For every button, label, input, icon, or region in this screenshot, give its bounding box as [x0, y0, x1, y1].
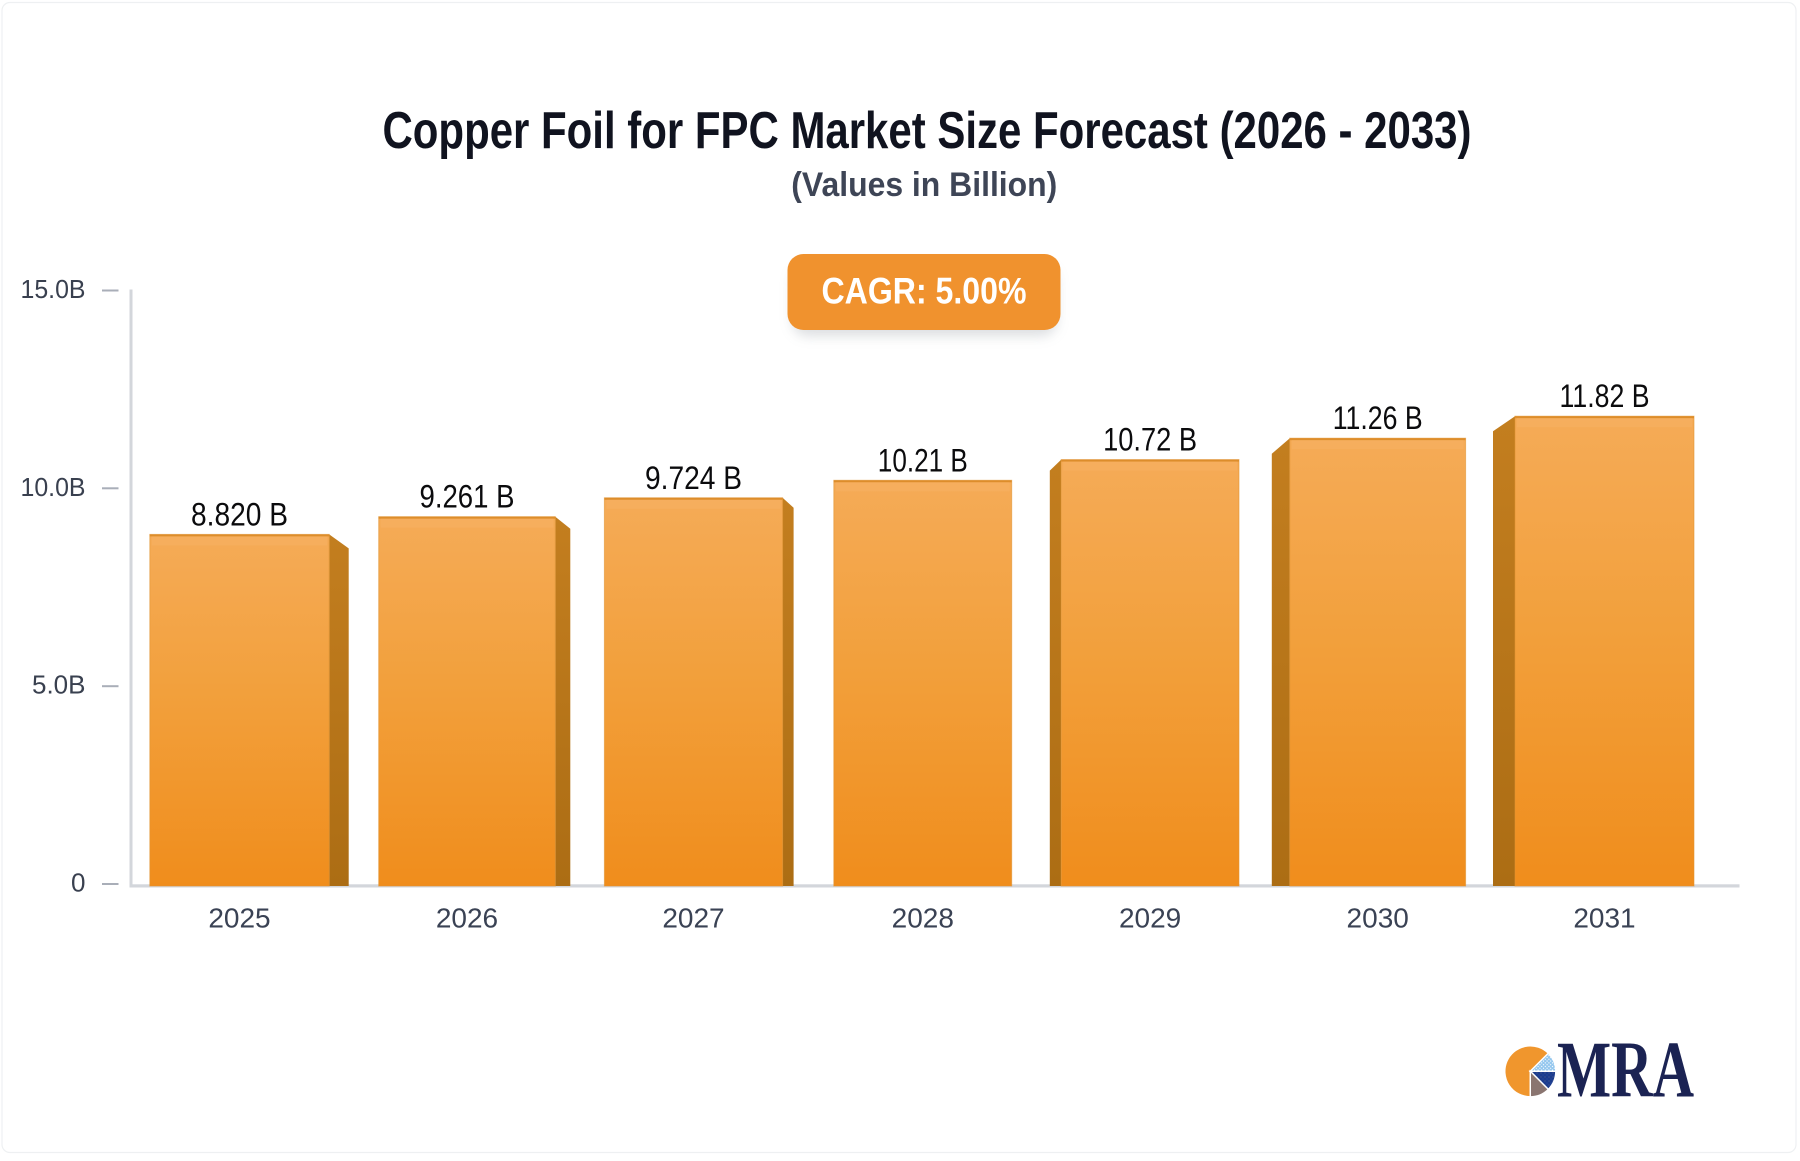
svg-text:(Values in Billion): (Values in Billion) — [791, 166, 1057, 204]
svg-text:8.820 B: 8.820 B — [191, 496, 288, 532]
svg-text:2025: 2025 — [208, 902, 270, 933]
svg-text:11.82 B: 11.82 B — [1560, 378, 1650, 414]
svg-text:2026: 2026 — [436, 902, 498, 933]
svg-text:2031: 2031 — [1573, 902, 1635, 933]
svg-text:10.0B: 10.0B — [21, 472, 86, 502]
svg-text:Copper Foil for FPC Market Siz: Copper Foil for FPC Market Size Forecast… — [383, 102, 1472, 160]
svg-text:5.0B: 5.0B — [32, 670, 86, 700]
svg-text:CAGR: 5.00%: CAGR: 5.00% — [822, 269, 1027, 311]
svg-text:10.21 B: 10.21 B — [878, 442, 968, 478]
svg-text:10.72 B: 10.72 B — [1103, 422, 1197, 458]
svg-text:9.261 B: 9.261 B — [420, 479, 515, 515]
svg-text:2029: 2029 — [1119, 902, 1181, 933]
svg-text:15.0B: 15.0B — [21, 274, 86, 304]
svg-text:9.724 B: 9.724 B — [645, 460, 742, 496]
svg-text:MRA: MRA — [1557, 1027, 1694, 1115]
svg-text:2028: 2028 — [892, 902, 954, 933]
svg-text:11.26 B: 11.26 B — [1333, 400, 1423, 436]
svg-text:2027: 2027 — [662, 902, 724, 933]
svg-text:0: 0 — [71, 868, 85, 898]
svg-text:2030: 2030 — [1347, 902, 1409, 933]
